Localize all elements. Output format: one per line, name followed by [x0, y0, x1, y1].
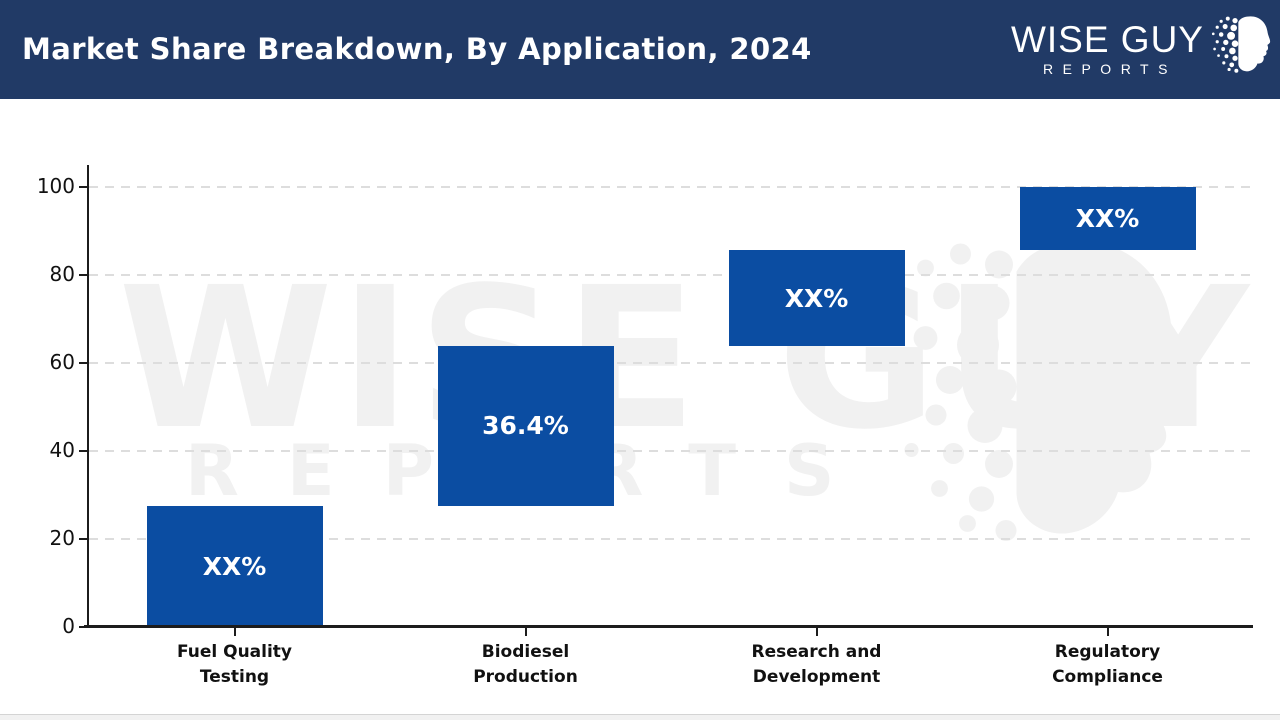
y-tick-label: 60: [49, 350, 75, 374]
x-axis-spine: [84, 625, 1253, 628]
bar-value-label: 36.4%: [482, 411, 569, 441]
bar-value-label: XX%: [784, 283, 849, 313]
x-category-label: Regulatory Compliance: [1052, 642, 1163, 687]
header-bar: Market Share Breakdown, By Application, …: [0, 0, 1280, 99]
logo-wiseguy-label: WISE GUY: [1010, 18, 1204, 60]
y-tick-label: 40: [49, 438, 75, 462]
bar: XX%: [1019, 187, 1196, 251]
gridline: [89, 362, 1253, 364]
x-tick: [1106, 628, 1109, 636]
x-category-label: Fuel Quality Testing: [176, 642, 293, 687]
y-tick: [79, 538, 88, 540]
bar: 36.4%: [437, 345, 614, 506]
x-tick: [233, 628, 236, 636]
y-tick: [79, 362, 88, 364]
y-tick: [79, 274, 88, 276]
y-tick: [79, 186, 88, 188]
y-tick-label: 100: [36, 174, 75, 198]
gridline: [89, 538, 1253, 540]
y-tick-label: 0: [62, 614, 75, 638]
x-tick: [524, 628, 527, 636]
watermark-head-icon: [876, 241, 1186, 541]
x-category-label: Research and Development: [751, 642, 882, 687]
wiseguy-head-icon: [1211, 16, 1271, 73]
bottom-hairline: [0, 714, 1280, 715]
chart-title: Market Share Breakdown, By Application, …: [22, 32, 812, 66]
bar: XX%: [146, 506, 323, 627]
logo-reports-label: REPORTS: [1043, 61, 1177, 78]
wiseguy-logo: WISE GUY REPORTS: [1011, 6, 1272, 92]
wiseguy-logo-text: WISE GUY REPORTS: [1010, 18, 1204, 78]
y-tick-label: 20: [49, 526, 75, 550]
bottom-strip: [0, 715, 1280, 720]
bar-value-label: XX%: [202, 552, 267, 581]
y-tick: [79, 450, 88, 452]
gridline: [89, 274, 1253, 276]
y-tick: [79, 626, 88, 628]
x-category-label: Biodiesel Production: [473, 642, 578, 687]
x-tick: [815, 628, 818, 636]
y-tick-label: 80: [49, 262, 75, 286]
bar-value-label: XX%: [1075, 204, 1140, 234]
y-axis-spine: [87, 165, 89, 628]
gridline: [89, 186, 1253, 188]
gridline: [89, 450, 1253, 452]
bar: XX%: [728, 250, 905, 346]
